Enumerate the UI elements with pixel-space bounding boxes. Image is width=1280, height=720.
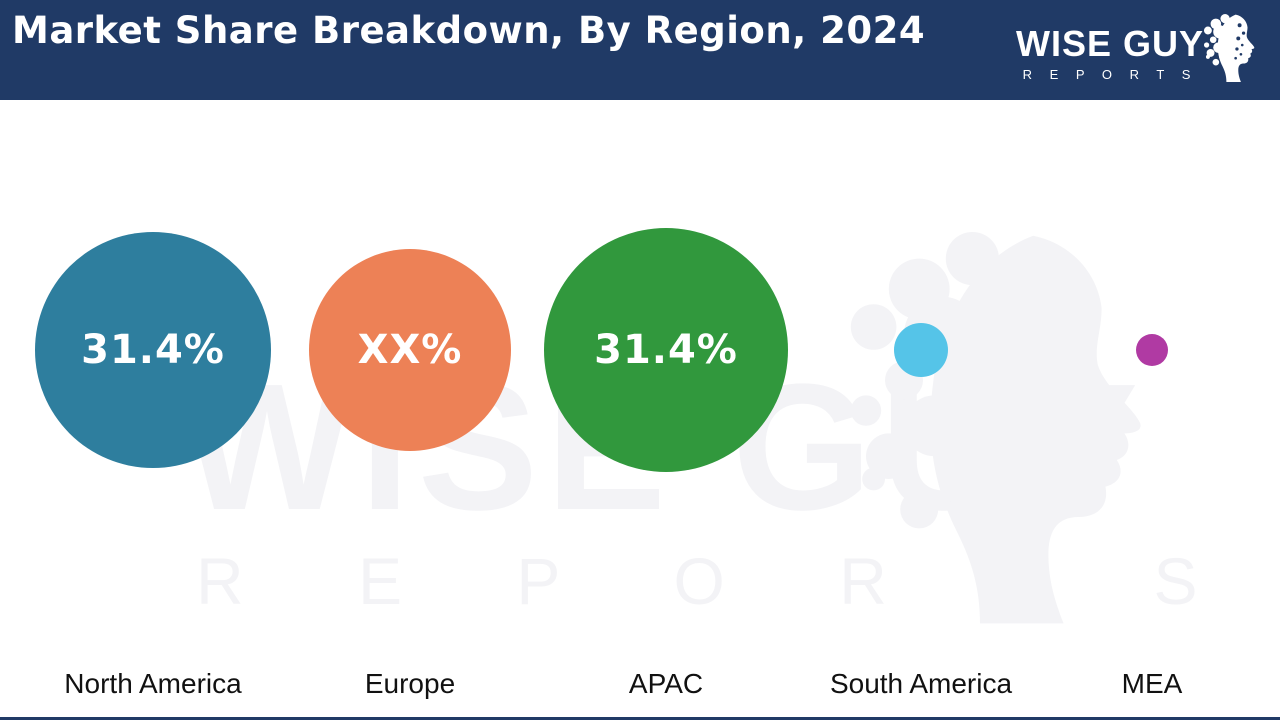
bubble-apac: 31.4% <box>544 228 788 472</box>
bubble-mea <box>1136 334 1168 366</box>
logo-subtext: R E P O R T S <box>1022 67 1198 82</box>
logo-head-icon <box>1203 14 1255 82</box>
watermark-subtext: R E P O R T S <box>196 544 1246 618</box>
category-label-south-america: South America <box>829 668 1013 699</box>
bubble-europe: XX% <box>309 249 511 451</box>
page-title: Market Share Breakdown, By Region, 2024 <box>12 9 926 52</box>
logo-text: WISE GUY R E P O R T S <box>1015 23 1204 83</box>
bottom-border <box>0 717 1280 720</box>
brand-logo: WISE GUY R E P O R T S <box>1016 10 1266 100</box>
bubble-value-label: 31.4% <box>81 327 225 373</box>
bubble-value-label: XX% <box>357 327 463 373</box>
bubble-south-america <box>894 323 948 377</box>
category-label-mea: MEA <box>1121 668 1183 699</box>
header-bar: Market Share Breakdown, By Region, 2024 … <box>0 0 1280 100</box>
bubble-value-label: 31.4% <box>594 327 738 373</box>
watermark-head-icon <box>850 232 1141 624</box>
category-label-europe: Europe <box>364 668 456 699</box>
category-label-north-america: North America <box>64 668 242 699</box>
category-label-apac: APAC <box>628 668 704 699</box>
bubble-north-america: 31.4% <box>35 232 271 468</box>
logo-wordmark: WISE GUY <box>1015 23 1204 64</box>
